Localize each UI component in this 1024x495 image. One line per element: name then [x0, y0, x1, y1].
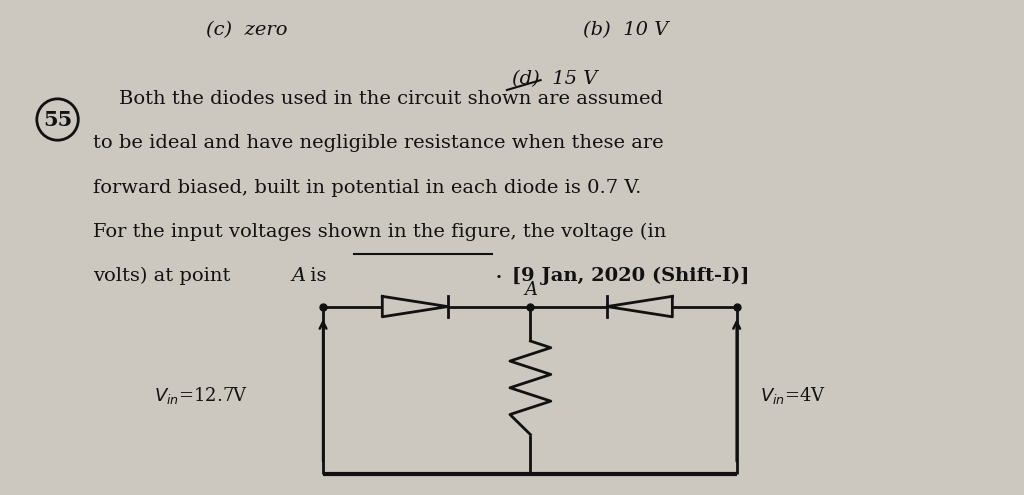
Text: [9 Jan, 2020 (Shift-I)]: [9 Jan, 2020 (Shift-I)]: [512, 267, 750, 286]
Text: $V_{in}$=4V: $V_{in}$=4V: [760, 385, 826, 406]
Text: (d)  15 V: (d) 15 V: [512, 70, 597, 88]
Text: to be ideal and have negligible resistance when these are: to be ideal and have negligible resistan…: [93, 134, 664, 152]
Text: A: A: [524, 281, 537, 299]
Text: Both the diodes used in the circuit shown are assumed: Both the diodes used in the circuit show…: [119, 90, 663, 108]
Text: 55: 55: [43, 109, 72, 130]
Text: For the input voltages shown in the figure, the voltage (in: For the input voltages shown in the figu…: [93, 223, 667, 241]
Text: $V_{in}$=12.7V: $V_{in}$=12.7V: [154, 385, 247, 406]
Text: (b)  10 V: (b) 10 V: [584, 21, 669, 39]
Text: is: is: [304, 267, 327, 285]
Text: forward biased, built in potential in each diode is 0.7 V.: forward biased, built in potential in ea…: [93, 179, 642, 197]
Text: volts) at point: volts) at point: [93, 267, 237, 286]
Text: (c)  zero: (c) zero: [206, 21, 287, 39]
Text: .: .: [495, 260, 503, 283]
Text: A: A: [292, 267, 305, 285]
